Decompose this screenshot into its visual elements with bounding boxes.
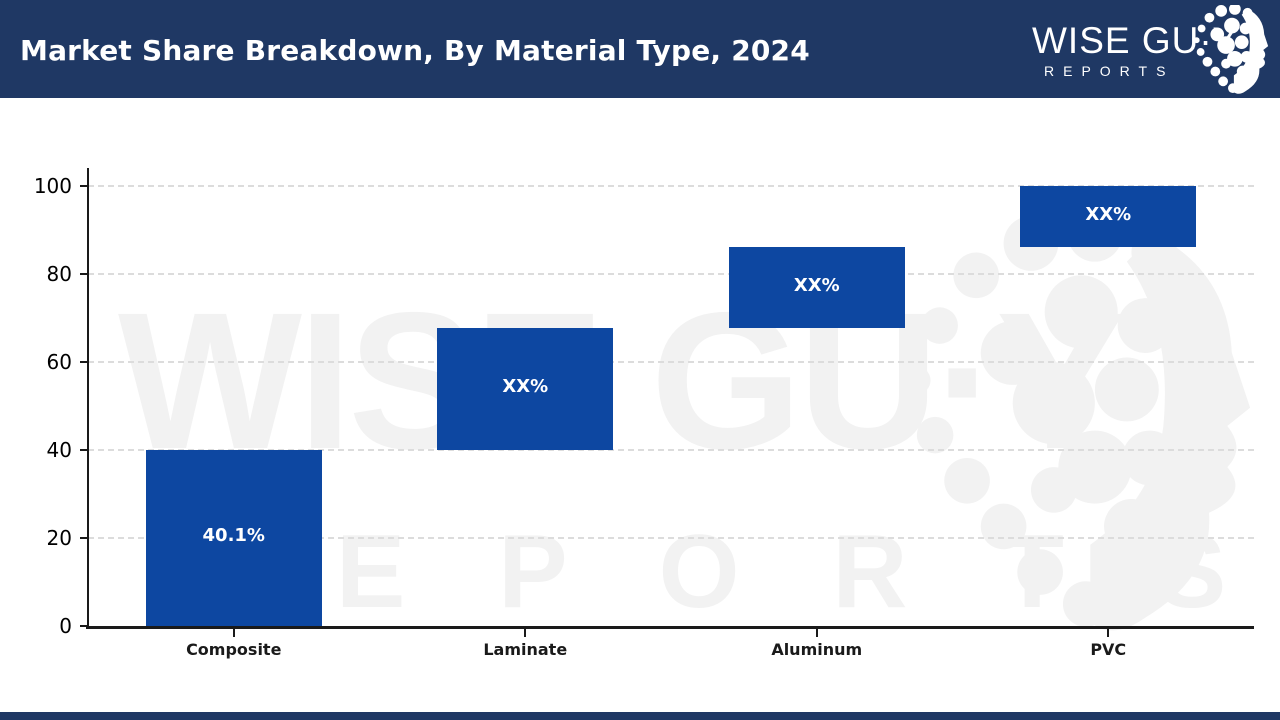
x-tick-label-aluminum: Aluminum	[771, 640, 863, 659]
gridline-20	[88, 537, 1254, 539]
gridline-60	[88, 361, 1254, 363]
x-tick-pvc	[1107, 629, 1110, 637]
y-tick-20	[80, 537, 88, 539]
x-tick-aluminum	[815, 629, 818, 637]
bar-composite	[145, 449, 322, 626]
gridline-40	[88, 449, 1254, 451]
page-title: Market Share Breakdown, By Material Type…	[20, 34, 810, 67]
x-tick-composite	[232, 629, 235, 637]
bar-label-pvc: XX%	[1085, 203, 1132, 225]
gridline-100	[88, 185, 1254, 187]
x-tick-label-pvc: PVC	[1090, 640, 1127, 659]
plot-watermark-text: WISE GU·Y	[118, 272, 1126, 490]
plot-watermark-head-icon	[903, 216, 1251, 631]
y-axis-spine	[87, 168, 89, 629]
y-tick-label-100: 100	[33, 174, 72, 198]
y-tick-100	[80, 185, 88, 187]
y-tick-60	[80, 361, 88, 363]
bar-label-composite: 40.1%	[202, 524, 265, 546]
y-tick-label-60: 60	[46, 350, 72, 374]
logo-reports-text: REPORTS	[1044, 63, 1175, 79]
footer-bar	[0, 712, 1280, 720]
bar-aluminum	[728, 247, 905, 329]
y-tick-label-0: 0	[59, 614, 72, 638]
y-tick-40	[80, 449, 88, 451]
bar-label-aluminum: XX%	[793, 274, 840, 296]
y-tick-label-20: 20	[46, 526, 72, 550]
logo-head-icon	[1193, 5, 1269, 94]
y-tick-label-40: 40	[46, 438, 72, 462]
logo: WISE GU·Y REPORTS	[1000, 0, 1270, 98]
bar-laminate	[437, 328, 614, 450]
header-bar: Market Share Breakdown, By Material Type…	[0, 0, 1280, 98]
x-tick-laminate	[524, 629, 527, 637]
x-tick-label-composite: Composite	[186, 640, 282, 659]
bar-pvc	[1020, 186, 1197, 248]
gridline-80	[88, 273, 1254, 275]
x-tick-label-laminate: Laminate	[483, 640, 568, 659]
x-axis-spine	[86, 626, 1254, 629]
y-tick-80	[80, 273, 88, 275]
bar-label-laminate: XX%	[502, 375, 549, 397]
y-tick-0	[80, 625, 88, 627]
chart-area: WISE GU·Y R E P O R T S 0 20 40 60 80 100 40.1…	[0, 98, 1280, 712]
y-tick-label-80: 80	[46, 262, 72, 286]
